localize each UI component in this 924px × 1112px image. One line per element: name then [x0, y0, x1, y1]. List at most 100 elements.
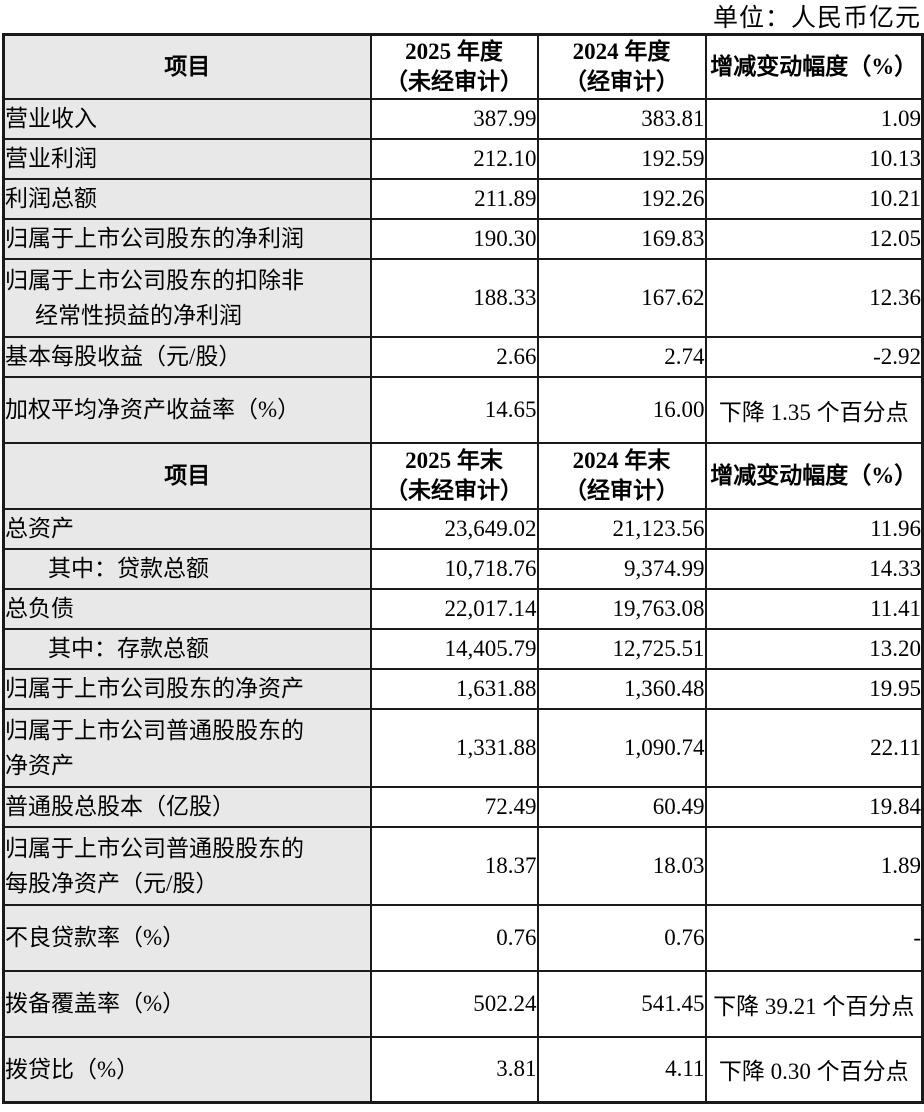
change-cell: 10.21 — [704, 177, 924, 220]
unit-label: 单位：人民币亿元 — [712, 5, 921, 32]
item-cell: 拨贷比（%） — [2, 1035, 372, 1104]
value-2025-cell: 212.10 — [369, 137, 539, 180]
change-cell: 11.41 — [704, 587, 924, 630]
change-cell: 12.36 — [704, 257, 924, 338]
table-row: 拨贷比（%） 3.81 4.11 下降 0.30 个百分点 — [2, 1035, 924, 1104]
value-2025-cell: 3.81 — [369, 1035, 539, 1104]
value-2024-cell: 19,763.08 — [536, 587, 707, 630]
item-label-line: 其中：存款总额 — [48, 636, 209, 661]
item-cell: 归属于上市公司普通股股东的 每股净资产（元/股） — [2, 825, 372, 906]
item-label-line: 净资产 — [5, 752, 75, 778]
value-2024-cell: 192.59 — [536, 137, 707, 180]
value-2025-cell: 14.65 — [369, 375, 539, 444]
table-row: 归属于上市公司股东的净资产 1,631.88 1,360.48 19.95 — [2, 667, 924, 710]
value-2024-cell: 60.49 — [536, 785, 707, 828]
header-2024-cell: 2024 年末 （经审计） — [536, 441, 707, 510]
header-line: 2025 年末 — [405, 447, 503, 473]
item-label-line: 总负债 — [5, 596, 75, 621]
table-row: 加权平均净资产收益率（%） 14.65 16.00 下降 1.35 个百分点 — [2, 375, 924, 444]
header-line: （未经审计） — [385, 477, 523, 503]
item-cell: 归属于上市公司股东的净资产 — [2, 667, 372, 710]
value-2025-cell: 23,649.02 — [369, 507, 539, 550]
item-label-line: 经常性损益的净利润 — [35, 302, 242, 328]
header-change-cell: 增减变动幅度（%） — [704, 441, 924, 510]
header-2024-cell: 2024 年度 （经审计） — [536, 33, 707, 100]
header-line: 2024 年末 — [572, 447, 671, 473]
item-cell: 总负债 — [2, 587, 372, 630]
item-label-line: 营业利润 — [5, 146, 98, 171]
item-label-line: 基本每股收益（元/股） — [5, 344, 242, 369]
value-2024-cell: 1,360.48 — [536, 667, 707, 710]
header-change-cell: 增减变动幅度（%） — [704, 33, 924, 100]
item-cell: 其中：存款总额 — [2, 627, 372, 670]
item-label-line: 每股净资产（元/股） — [5, 870, 219, 896]
value-2025-cell: 387.99 — [369, 97, 539, 140]
financial-summary-table: 项目 2025 年度 （未经审计） 2024 年度 （经审计） 增减变动幅度（%） 营业收入… — [2, 33, 924, 1104]
item-label-line: 不良贷款率（%） — [5, 925, 186, 950]
item-label-line: 其中：贷款总额 — [48, 556, 209, 581]
item-cell: 拨备覆盖率（%） — [2, 969, 372, 1038]
table-row: 营业利润 212.10 192.59 10.13 — [2, 137, 924, 180]
item-label-line: 拨贷比（%） — [5, 1056, 140, 1082]
item-cell: 不良贷款率（%） — [2, 903, 372, 972]
value-2025-cell: 211.89 — [369, 177, 539, 220]
value-2024-cell: 9,374.99 — [536, 547, 707, 590]
item-cell: 归属于上市公司股东的净利润 — [2, 217, 372, 260]
change-cell: 13.20 — [704, 627, 924, 670]
item-cell: 利润总额 — [2, 177, 372, 220]
table-row: 归属于上市公司股东的扣除非 经常性损益的净利润 188.33 167.62 12.36 — [2, 257, 924, 338]
value-2025-cell: 22,017.14 — [369, 587, 539, 630]
item-label-line: 归属于上市公司普通股股东的 — [5, 835, 305, 861]
change-cell: 14.33 — [704, 547, 924, 590]
value-2025-cell: 14,405.79 — [369, 627, 539, 670]
item-cell: 归属于上市公司股东的扣除非 经常性损益的净利润 — [2, 257, 372, 338]
value-2025-cell: 18.37 — [369, 825, 539, 906]
item-label-line: 归属于上市公司股东的净资产 — [5, 676, 305, 701]
change-cell: 下降 1.35 个百分点 — [704, 375, 924, 444]
item-label-line: 利润总额 — [5, 186, 98, 211]
value-2025-cell: 190.30 — [369, 217, 539, 260]
table-row: 归属于上市公司普通股股东的 每股净资产（元/股） 18.37 18.03 1.89 — [2, 825, 924, 906]
value-2025-cell: 72.49 — [369, 785, 539, 828]
item-label-line: 普通股总股本（亿股） — [5, 794, 236, 819]
table-row: 拨备覆盖率（%） 502.24 541.45 下降 39.21 个百分点 — [2, 969, 924, 1038]
table-row: 归属于上市公司普通股股东的 净资产 1,331.88 1,090.74 22.11 — [2, 707, 924, 788]
table-row: 基本每股收益（元/股） 2.66 2.74 -2.92 — [2, 335, 924, 378]
value-2024-cell: 16.00 — [536, 375, 707, 444]
value-2024-cell: 383.81 — [536, 97, 707, 140]
change-cell: 12.05 — [704, 217, 924, 260]
change-cell: -2.92 — [704, 335, 924, 378]
value-2024-cell: 0.76 — [536, 903, 707, 972]
header-item-cell: 项目 — [2, 33, 372, 100]
item-label-line: 加权平均净资产收益率（%） — [5, 397, 301, 422]
change-cell: 下降 0.30 个百分点 — [704, 1035, 924, 1104]
value-2024-cell: 4.11 — [536, 1035, 707, 1104]
table-row: 其中：存款总额 14,405.79 12,725.51 13.20 — [2, 627, 924, 670]
item-cell: 归属于上市公司普通股股东的 净资产 — [2, 707, 372, 788]
value-2024-cell: 12,725.51 — [536, 627, 707, 670]
value-2025-cell: 10,718.76 — [369, 547, 539, 590]
item-label-line: 归属于上市公司普通股股东的 — [5, 717, 305, 743]
table-row: 总负债 22,017.14 19,763.08 11.41 — [2, 587, 924, 630]
item-label-line: 拨备覆盖率（%） — [5, 991, 186, 1016]
value-2025-cell: 2.66 — [369, 335, 539, 378]
item-cell: 基本每股收益（元/股） — [2, 335, 372, 378]
header-line: 2024 年度 — [572, 38, 671, 64]
change-cell: 10.13 — [704, 137, 924, 180]
table-row: 不良贷款率（%） 0.76 0.76- — [2, 903, 924, 972]
table-header-row: 项目 2025 年末 （未经审计） 2024 年末 （经审计） 增减变动幅度（%） — [2, 441, 924, 510]
header-2025-cell: 2025 年度 （未经审计） — [369, 33, 539, 100]
item-label-line: 营业收入 — [5, 106, 98, 131]
item-cell: 营业收入 — [2, 97, 372, 140]
table-header-row: 项目 2025 年度 （未经审计） 2024 年度 （经审计） 增减变动幅度（%） — [2, 33, 924, 100]
value-2024-cell: 541.45 — [536, 969, 707, 1038]
value-2024-cell: 167.62 — [536, 257, 707, 338]
item-cell: 总资产 — [2, 507, 372, 550]
header-line: （未经审计） — [385, 68, 523, 94]
header-line: 2025 年度 — [405, 38, 503, 64]
item-label-line: 总资产 — [5, 516, 75, 541]
change-cell: 19.84 — [704, 785, 924, 828]
change-cell: 19.95 — [704, 667, 924, 710]
value-2024-cell: 192.26 — [536, 177, 707, 220]
